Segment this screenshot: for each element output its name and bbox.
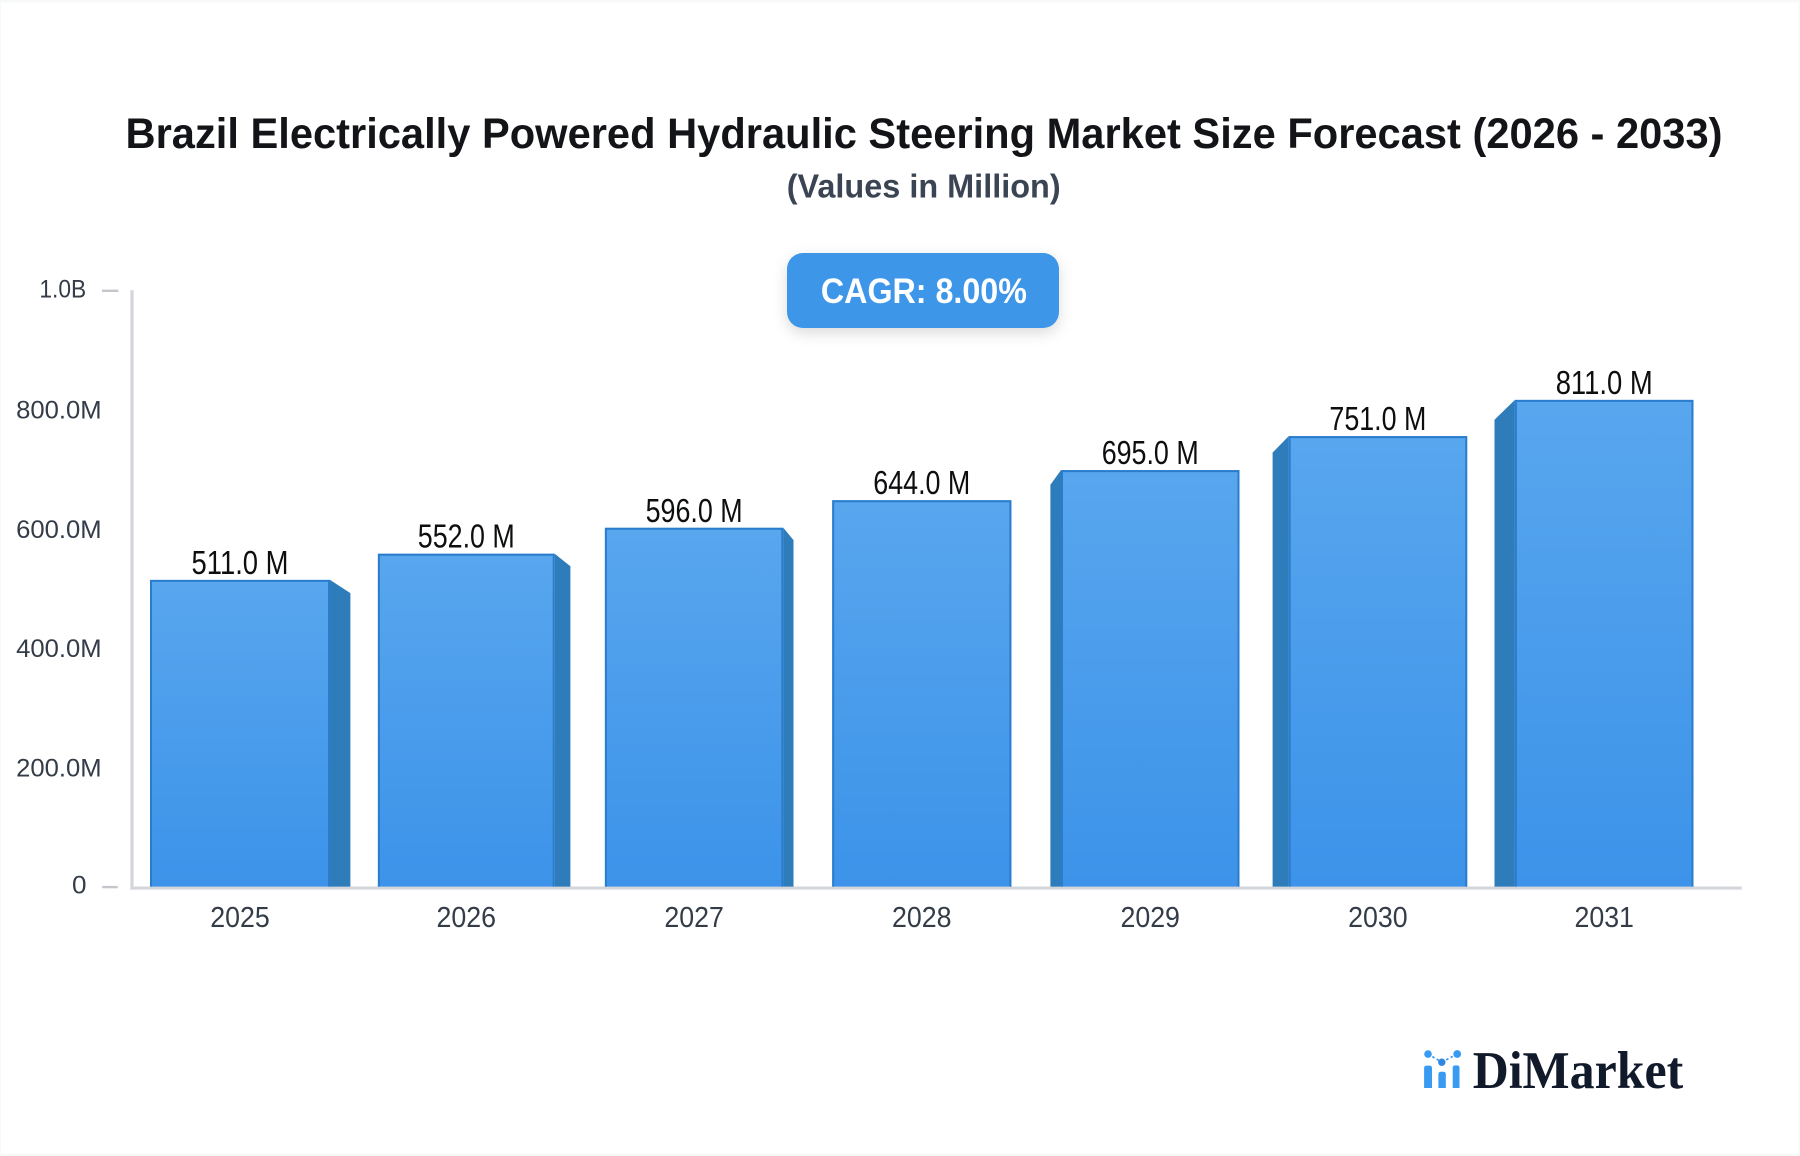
svg-text:511.0 M: 511.0 M: [192, 544, 289, 581]
svg-text:2031: 2031: [1574, 902, 1634, 934]
svg-text:0: 0: [72, 872, 87, 900]
svg-text:600.0M: 600.0M: [16, 516, 102, 544]
svg-text:695.0 M: 695.0 M: [1102, 434, 1199, 471]
svg-text:2026: 2026: [437, 902, 497, 934]
svg-text:DiMarket: DiMarket: [1473, 1042, 1684, 1100]
svg-text:1.0B: 1.0B: [39, 276, 86, 304]
svg-text:2028: 2028: [892, 902, 952, 934]
svg-text:552.0 M: 552.0 M: [418, 518, 515, 555]
svg-text:751.0 M: 751.0 M: [1329, 400, 1426, 437]
svg-text:644.0 M: 644.0 M: [873, 464, 970, 501]
svg-text:811.0 M: 811.0 M: [1556, 364, 1653, 401]
svg-text:(Values in Million): (Values in Million): [787, 167, 1061, 204]
svg-text:2027: 2027: [664, 902, 724, 934]
svg-text:2025: 2025: [210, 902, 270, 934]
svg-text:2029: 2029: [1120, 902, 1180, 934]
svg-text:CAGR: 8.00%: CAGR: 8.00%: [821, 271, 1027, 311]
svg-text:800.0M: 800.0M: [16, 397, 102, 425]
svg-text:2030: 2030: [1348, 902, 1408, 934]
svg-text:200.0M: 200.0M: [16, 755, 102, 783]
svg-text:Brazil Electrically Powered Hy: Brazil Electrically Powered Hydraulic St…: [126, 110, 1723, 158]
svg-text:400.0M: 400.0M: [16, 635, 102, 663]
svg-text:596.0 M: 596.0 M: [646, 492, 743, 529]
